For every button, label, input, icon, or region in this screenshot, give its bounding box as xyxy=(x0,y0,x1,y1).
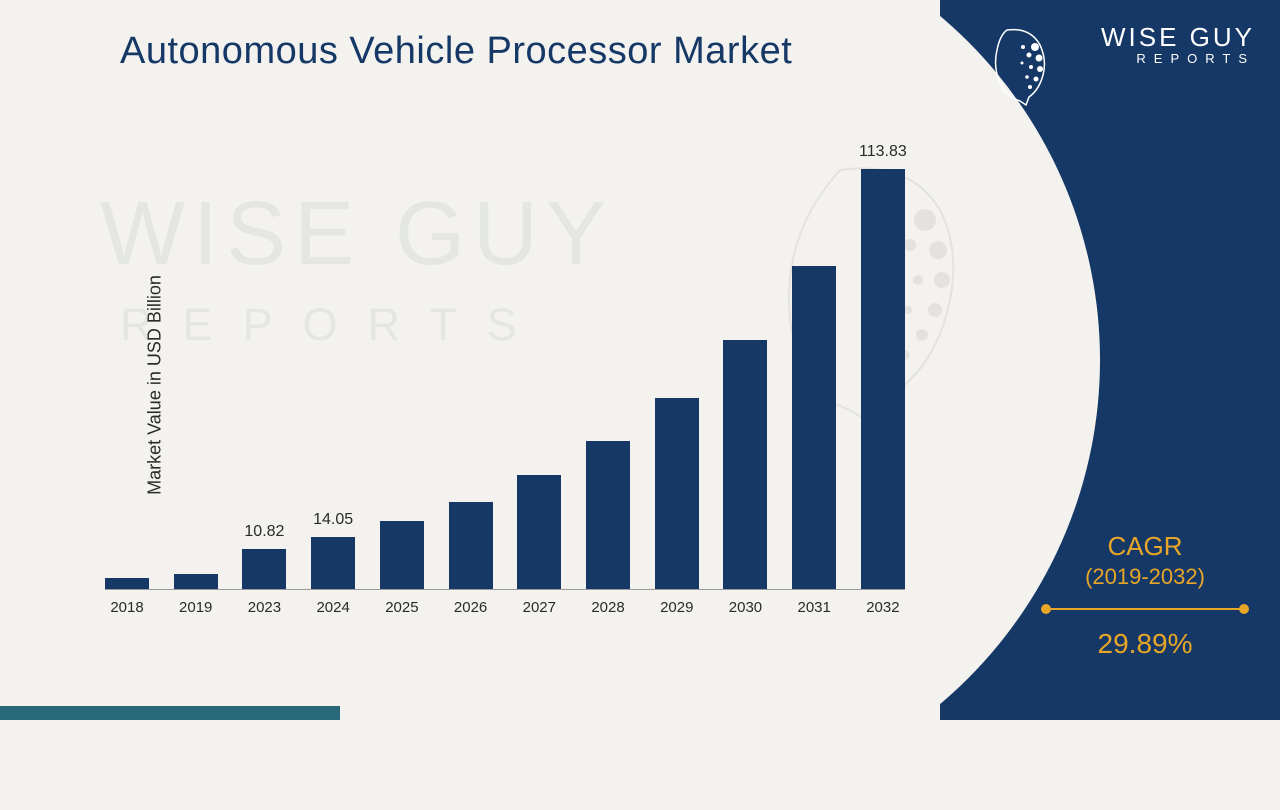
bar-x-label: 2031 xyxy=(798,599,831,616)
cagr-period: (2019-2032) xyxy=(1045,564,1245,590)
bar-wrapper: 2030 xyxy=(723,340,767,589)
bar-x-label: 2023 xyxy=(248,599,281,616)
bars-container: 2018 2019 10.822023 14.052024 2025 2026 2027 20… xyxy=(105,160,905,590)
bar-x-label: 2030 xyxy=(729,599,762,616)
bar-x-label: 2019 xyxy=(179,599,212,616)
bar-wrapper: 2027 xyxy=(517,475,561,589)
main-container: WISE GUY REPORTS Autonomous Vehicle Proc… xyxy=(0,0,1280,720)
cagr-label: CAGR xyxy=(1045,531,1245,562)
bar-wrapper: 2029 xyxy=(655,398,699,589)
bar-value-label: 113.83 xyxy=(859,143,907,161)
bar-x-label: 2027 xyxy=(523,599,556,616)
brand-name: WISE GUY xyxy=(1101,22,1255,53)
bar xyxy=(105,578,149,589)
cagr-divider xyxy=(1045,608,1245,610)
bar-x-label: 2032 xyxy=(866,599,899,616)
bar-x-label: 2025 xyxy=(385,599,418,616)
bar-wrapper: 14.052024 xyxy=(311,537,355,589)
bar xyxy=(449,502,493,589)
cagr-box: CAGR (2019-2032) 29.89% xyxy=(1045,531,1245,660)
bar-wrapper: 113.832032 xyxy=(861,169,905,589)
bar-wrapper: 2025 xyxy=(380,521,424,589)
chart-title: Autonomous Vehicle Processor Market xyxy=(120,30,792,73)
bar-wrapper: 10.822023 xyxy=(242,549,286,589)
chart-area: Market Value in USD Billion 2018201910.8… xyxy=(75,140,905,630)
bar-x-label: 2026 xyxy=(454,599,487,616)
bar xyxy=(517,475,561,589)
brand-sub: REPORTS xyxy=(1101,51,1255,66)
bottom-accent-bar xyxy=(0,706,340,720)
bar-x-label: 2024 xyxy=(316,599,349,616)
cagr-value: 29.89% xyxy=(1045,628,1245,660)
bar xyxy=(174,574,218,589)
logo-head-icon xyxy=(985,25,1055,110)
bar-x-label: 2028 xyxy=(591,599,624,616)
bar xyxy=(655,398,699,589)
bar-wrapper: 2031 xyxy=(792,266,836,589)
bar-x-label: 2029 xyxy=(660,599,693,616)
bar-value-label: 14.05 xyxy=(313,511,353,529)
bar-x-label: 2018 xyxy=(110,599,143,616)
bar xyxy=(311,537,355,589)
bar xyxy=(861,169,905,589)
bar xyxy=(380,521,424,589)
bar xyxy=(586,441,630,589)
bar xyxy=(242,549,286,589)
brand-logo: WISE GUY REPORTS xyxy=(1101,22,1255,66)
bar-wrapper: 2018 xyxy=(105,578,149,589)
bar xyxy=(723,340,767,589)
bar-value-label: 10.82 xyxy=(244,523,284,541)
bar xyxy=(792,266,836,589)
bar-wrapper: 2019 xyxy=(174,574,218,589)
bar-wrapper: 2028 xyxy=(586,441,630,589)
bar-wrapper: 2026 xyxy=(449,502,493,589)
